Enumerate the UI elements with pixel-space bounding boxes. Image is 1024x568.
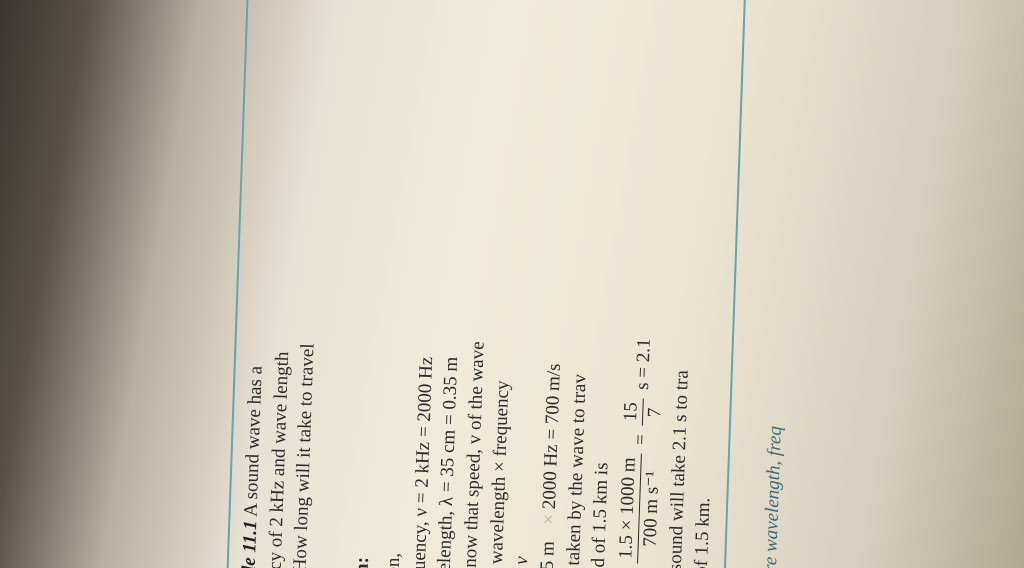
statement-line-1: A sound wave has a — [240, 366, 266, 521]
equals-2: = — [630, 434, 651, 445]
frac-den-7: 7 — [643, 399, 665, 427]
t-tail: s = 2.1 — [632, 338, 655, 390]
statement-line-3: 35 cm. How long will it take to travel — [288, 343, 319, 568]
v-eq-lambda-nu: v = λ ν — [510, 556, 533, 568]
statement-line-2: frequency of 2 kHz and wave length — [262, 351, 293, 568]
frac-den-700: 700 m s⁻¹ — [638, 454, 663, 564]
frequency-line: Frequency, ν = 2 kHz = 2000 Hz — [407, 356, 437, 568]
photo-page: Example 11.1 A sound wave has a frequenc… — [0, 0, 1024, 568]
calc-lhs: = 0.35 m — [533, 529, 561, 568]
wavelength-line: Wavelength, λ = 35 cm = 0.35 m — [433, 356, 463, 568]
frac-15-7: 15 7 — [621, 398, 665, 426]
calc-rhs: 2000 Hz = 700 m/s — [539, 363, 565, 509]
given-label: Given, — [382, 552, 405, 568]
question-1: 1. What are wavelength, freq — [757, 426, 786, 568]
frac-num-15: 15 — [621, 398, 644, 426]
frac-numeric: 1.5 × 1000 m 700 m s⁻¹ — [616, 453, 663, 564]
example-label: Example 11.1 — [237, 520, 262, 568]
relation-line: = wavelength × frequency — [482, 380, 516, 568]
solution-body: Given, Frequency, ν = 2 kHz = 2000 Hz Wa… — [379, 0, 583, 568]
textbook-block: Example 11.1 A sound wave has a frequenc… — [212, 0, 812, 568]
example-statement: Example 11.1 A sound wave has a frequenc… — [235, 0, 362, 568]
